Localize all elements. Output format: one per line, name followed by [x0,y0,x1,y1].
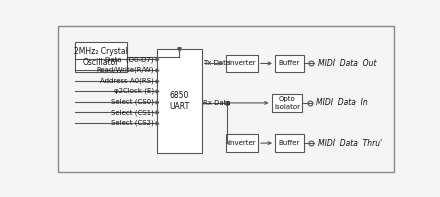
Text: Tx Data: Tx Data [203,60,230,66]
Text: Inverter: Inverter [228,60,256,66]
Text: Read/Write(R/W): Read/Write(R/W) [96,67,154,73]
Text: 6850
UART: 6850 UART [169,91,190,111]
Text: Address A0(RS): Address A0(RS) [100,77,154,84]
Text: Buffer: Buffer [279,60,300,66]
Text: Inverter: Inverter [228,140,256,146]
Text: φ2Clock (E): φ2Clock (E) [114,88,154,94]
Text: Data  (D0-D7): Data (D0-D7) [106,56,154,62]
Bar [76,42,127,72]
Text: MIDI  Data  Out: MIDI Data Out [318,59,376,68]
Text: Rx Data: Rx Data [203,100,230,106]
Text: Select (CS2): Select (CS2) [111,120,154,126]
Bar [275,55,304,72]
Text: 2MHz₂ Crystal
Oscillator: 2MHz₂ Crystal Oscillator [74,47,128,67]
Bar [275,134,304,152]
Text: Buffer: Buffer [279,140,300,146]
Bar [271,94,302,112]
Bar [226,134,258,152]
Text: MIDI  Data  Thru': MIDI Data Thru' [318,139,382,148]
Text: Select (CS1): Select (CS1) [111,109,154,116]
Text: Select (CS0): Select (CS0) [111,98,154,105]
Text: MIDI  Data  In: MIDI Data In [316,98,367,107]
Bar [226,55,258,72]
Text: Opto
Isolator: Opto Isolator [274,96,300,110]
Bar [158,49,202,152]
